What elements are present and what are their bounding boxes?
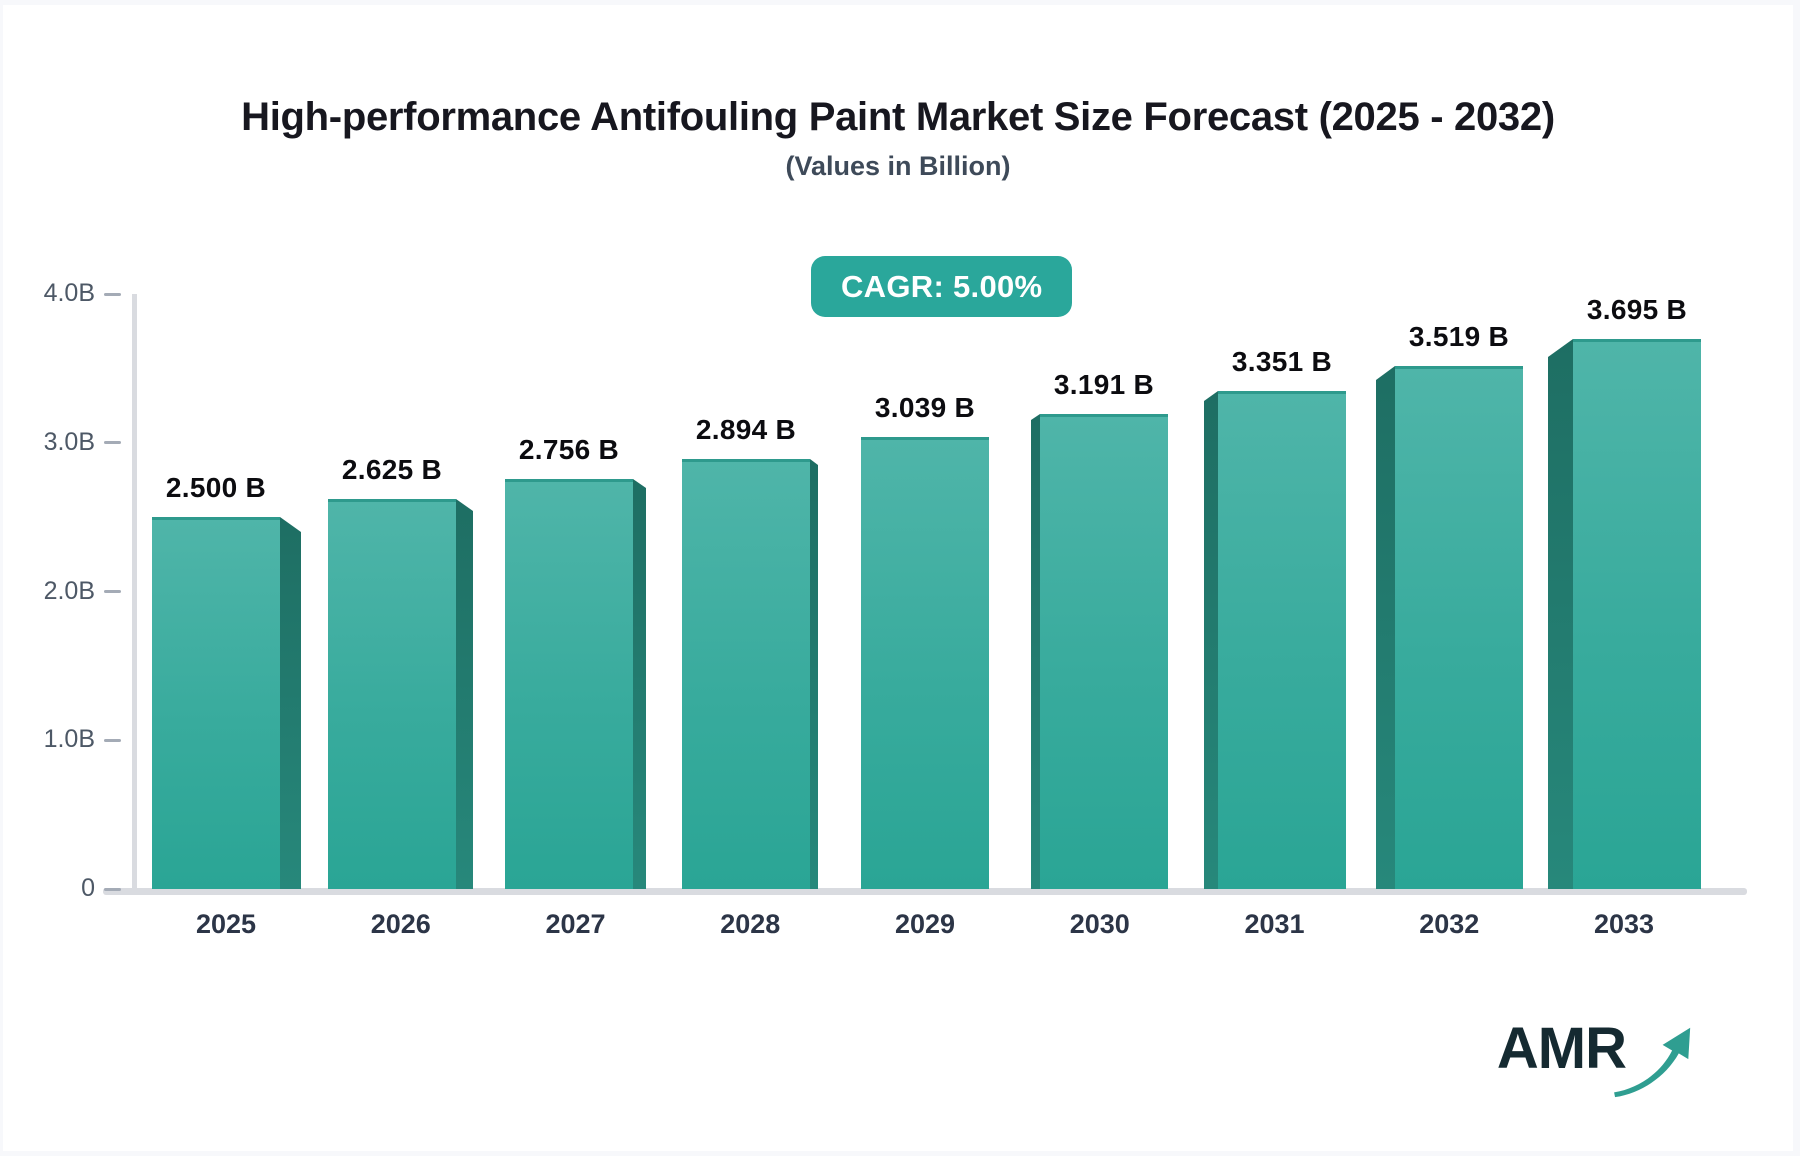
bar-face	[1573, 339, 1701, 889]
chart-subtitle: (Values in Billion)	[785, 151, 1011, 181]
y-axis-tick-label: 3.0B	[43, 427, 95, 456]
y-axis-tick	[104, 738, 121, 742]
x-axis-label: 2033	[1593, 909, 1655, 939]
y-axis-tick-label: 2.0B	[43, 576, 95, 605]
x-axis-label: 2028	[720, 909, 781, 939]
x-axis-label: 2030	[1069, 909, 1130, 939]
bar-face	[1395, 366, 1523, 889]
y-axis-tick-label: 0	[81, 874, 95, 902]
bar-value-label: 2.756 B	[518, 434, 620, 465]
bar-2029	[861, 437, 989, 889]
bar-face	[1218, 391, 1346, 889]
bar-face	[152, 517, 280, 889]
y-axis-tick-label: 4.0B	[43, 279, 95, 307]
bar-side-face	[1031, 414, 1040, 889]
bar-2026	[328, 499, 473, 889]
chart-card: High-performance Antifouling Paint Marke…	[3, 5, 1793, 1151]
bar-face	[861, 437, 989, 889]
logo-growth-arrow-icon	[1612, 1022, 1698, 1105]
bar-side-face	[1548, 339, 1573, 889]
bar-side-face	[1204, 391, 1218, 889]
y-axis-tick	[104, 441, 121, 445]
bar-2027	[505, 479, 646, 889]
y-axis-tick	[104, 590, 121, 593]
bar-value-label: 3.039 B	[874, 392, 976, 423]
bar-value-label: 2.500 B	[165, 472, 267, 503]
bar-side-face	[1376, 366, 1395, 889]
chart-title: High-performance Antifouling Paint Marke…	[241, 95, 1555, 139]
bar-value-label: 3.351 B	[1231, 346, 1333, 377]
bar-2025	[152, 517, 301, 889]
x-axis-label: 2032	[1419, 909, 1480, 939]
x-axis-label: 2026	[370, 909, 431, 939]
bar-face	[1040, 414, 1168, 889]
cagr-badge: CAGR: 5.00%	[811, 256, 1073, 317]
bar-side-face	[633, 479, 646, 889]
y-axis-tick	[104, 887, 121, 891]
bar-2032	[1376, 366, 1523, 889]
brand-logo: AMR	[1497, 1020, 1698, 1105]
bar-value-label: 3.695 B	[1586, 294, 1688, 325]
bar-side-face	[810, 459, 818, 889]
brand-logo-text: AMR	[1496, 1016, 1627, 1081]
x-axis-label: 2031	[1244, 909, 1305, 939]
bar-value-label: 2.625 B	[341, 454, 443, 485]
y-axis-line	[132, 294, 137, 889]
bar-value-label: 2.894 B	[695, 414, 797, 445]
bar-face	[505, 479, 633, 889]
bar-value-label: 3.519 B	[1408, 321, 1510, 352]
bar-2028	[682, 459, 818, 889]
y-axis-tick-label: 1.0B	[43, 725, 95, 754]
bar-face	[328, 499, 456, 889]
bar-side-face	[456, 499, 473, 889]
bar-chart-plot-area: 4.0B 3.0B 2.0B 1.0B 0 2.500 B 2025 2.625 B 2026 2…	[3, 5, 1796, 1151]
bar-2031	[1204, 391, 1346, 889]
y-axis-tick	[104, 292, 121, 296]
bar-face	[682, 459, 810, 889]
x-axis-label: 2027	[545, 909, 606, 939]
x-axis-label: 2029	[894, 909, 956, 939]
bar-2030	[1031, 414, 1168, 889]
bar-side-face	[280, 517, 301, 889]
bar-2033	[1548, 339, 1701, 889]
bar-value-label: 3.191 B	[1053, 369, 1155, 400]
x-axis-baseline	[103, 888, 1747, 895]
x-axis-label: 2025	[195, 909, 257, 939]
